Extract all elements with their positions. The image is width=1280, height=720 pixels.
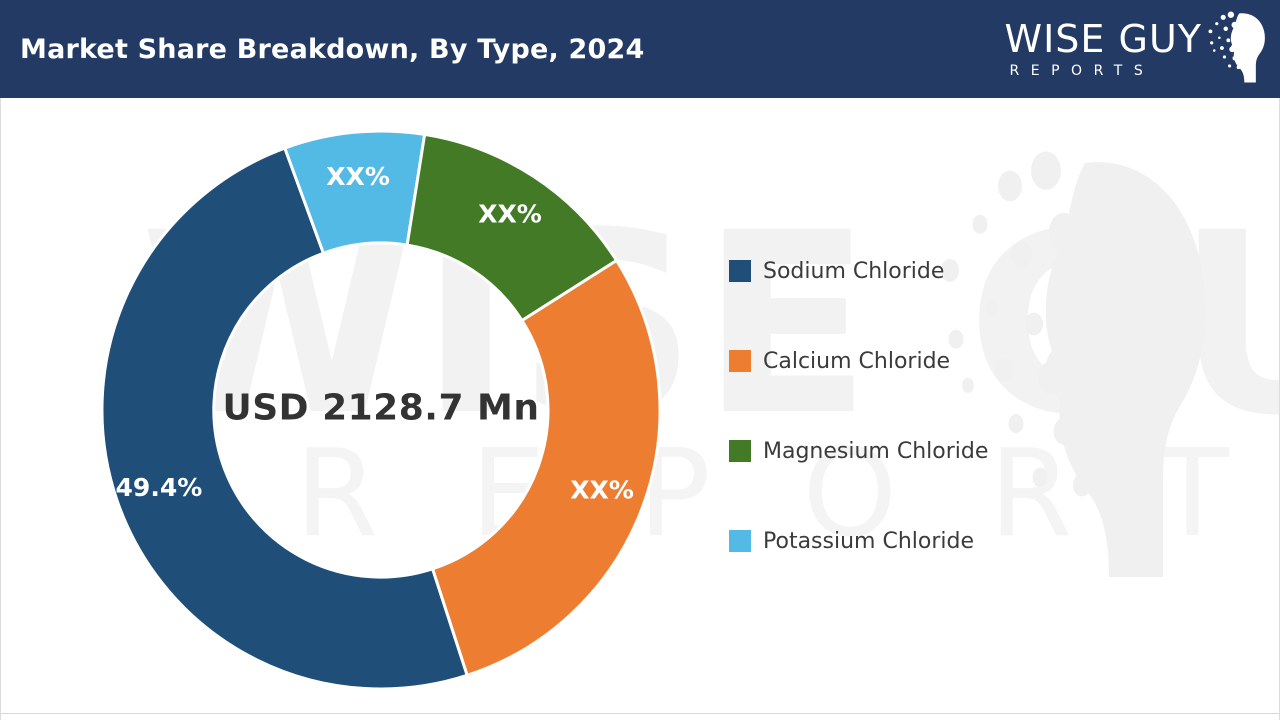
- chart-legend: Sodium Chloride Calcium Chloride Magnesium…: [729, 258, 988, 618]
- legend-label-sodium-chloride: Sodium Chloride: [763, 258, 945, 284]
- logo-wordmark: WISE GUY REPORTS: [1005, 17, 1202, 79]
- wiseguy-logo: WISE GUY REPORTS: [1005, 8, 1268, 88]
- logo-line1: WISE GUY: [1004, 17, 1202, 61]
- legend-item-potassium-chloride: Potassium Chloride: [729, 528, 988, 554]
- logo-face-icon: [1208, 11, 1265, 83]
- legend-label-calcium-chloride: Calcium Chloride: [763, 348, 951, 374]
- pie-slice-calcium-chloride: [431, 259, 662, 677]
- page-left-border: [0, 98, 1, 720]
- legend-swatch-magnesium-chloride: [729, 440, 751, 462]
- legend-item-sodium-chloride: Sodium Chloride: [729, 258, 988, 284]
- page-title: Market Share Breakdown, By Type, 2024: [20, 33, 645, 65]
- slice-label-calcium-chloride: XX%: [570, 476, 634, 505]
- slice-label-sodium-chloride: 49.4%: [116, 473, 203, 502]
- legend-swatch-calcium-chloride: [729, 350, 751, 372]
- legend-label-magnesium-chloride: Magnesium Chloride: [763, 438, 989, 464]
- header-bar: Market Share Breakdown, By Type, 2024 WI…: [0, 0, 1280, 98]
- slice-label-potassium-chloride: XX%: [326, 162, 390, 191]
- legend-label-potassium-chloride: Potassium Chloride: [763, 528, 974, 554]
- pie-slice-sodium-chloride: [100, 146, 469, 691]
- legend-swatch-potassium-chloride: [729, 530, 751, 552]
- page-bottom-border: [0, 713, 1280, 714]
- logo-line2: REPORTS: [1009, 63, 1155, 79]
- legend-item-magnesium-chloride: Magnesium Chloride: [729, 438, 988, 464]
- slice-label-magnesium-chloride: XX%: [478, 200, 542, 229]
- chart-center-value: USD 2128.7 Mn: [222, 387, 540, 429]
- legend-item-calcium-chloride: Calcium Chloride: [729, 348, 988, 374]
- legend-swatch-sodium-chloride: [729, 260, 751, 282]
